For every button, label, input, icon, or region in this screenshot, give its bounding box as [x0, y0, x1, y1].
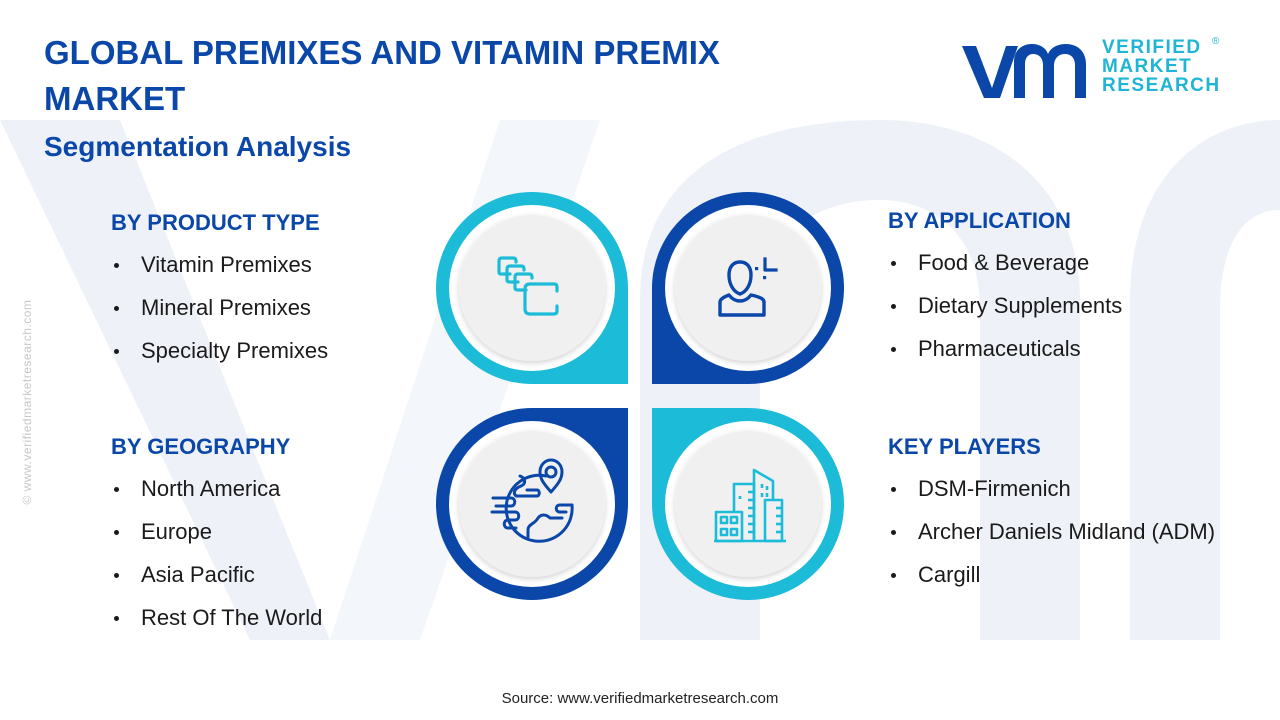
logo-line-1: VERIFIED	[1102, 37, 1202, 58]
list-item: Cargill	[888, 560, 1215, 590]
user-target-icon	[718, 257, 778, 317]
segment-key-players: KEY PLAYERS DSM-Firmenich Archer Daniels…	[888, 433, 1215, 603]
segment-heading: KEY PLAYERS	[888, 434, 1041, 459]
side-watermark-url: © www.verifiedmarketresearch.com	[20, 299, 34, 505]
segment-product-type: BY PRODUCT TYPE Vitamin Premixes Mineral…	[111, 209, 328, 379]
petal-geography	[436, 408, 628, 600]
list-item: Mineral Premixes	[111, 293, 328, 323]
segment-list: Food & Beverage Dietary Supplements Phar…	[888, 248, 1122, 364]
logo-line-3: RESEARCH	[1102, 75, 1221, 96]
segment-heading: BY APPLICATION	[888, 208, 1071, 233]
page-subtitle: Segmentation Analysis	[44, 131, 352, 162]
segment-heading: BY GEOGRAPHY	[111, 434, 291, 459]
source-footer: Source: www.verifiedmarketresearch.com	[501, 690, 779, 707]
logo-line-2: MARKET	[1102, 56, 1193, 77]
globe-location-icon	[490, 458, 574, 543]
segment-geography: BY GEOGRAPHY North America Europe Asia P…	[111, 433, 322, 646]
list-item: Asia Pacific	[111, 560, 322, 590]
stacked-squares-icon	[497, 256, 559, 316]
segment-application: BY APPLICATION Food & Beverage Dietary S…	[888, 207, 1122, 377]
list-item: Rest Of The World	[111, 603, 322, 633]
list-item: Food & Beverage	[888, 248, 1122, 278]
list-item: DSM-Firmenich	[888, 474, 1215, 504]
segment-heading: BY PRODUCT TYPE	[111, 210, 320, 235]
list-item: Archer Daniels Midland (ADM)	[888, 517, 1215, 547]
vmr-logo-mark-icon	[962, 44, 1086, 98]
vmr-logo: VERIFIED MARKET RESEARCH ®	[958, 36, 1228, 104]
list-item: Specialty Premixes	[111, 336, 328, 366]
list-item: Vitamin Premixes	[111, 250, 328, 280]
logo-wordmark: VERIFIED MARKET RESEARCH	[1102, 38, 1221, 95]
list-item: Pharmaceuticals	[888, 334, 1122, 364]
petal-product-type	[436, 192, 628, 384]
list-item: Dietary Supplements	[888, 291, 1122, 321]
page-title: GLOBAL PREMIXES AND VITAMIN PREMIX MARKE…	[44, 34, 720, 117]
buildings-icon	[714, 468, 786, 543]
segment-list: DSM-Firmenich Archer Daniels Midland (AD…	[888, 474, 1215, 590]
registered-mark: ®	[1212, 36, 1220, 47]
petal-key-players	[652, 408, 844, 600]
segment-list: North America Europe Asia Pacific Rest O…	[111, 474, 322, 633]
segment-list: Vitamin Premixes Mineral Premixes Specia…	[111, 250, 328, 366]
list-item: North America	[111, 474, 322, 504]
list-item: Europe	[111, 517, 322, 547]
